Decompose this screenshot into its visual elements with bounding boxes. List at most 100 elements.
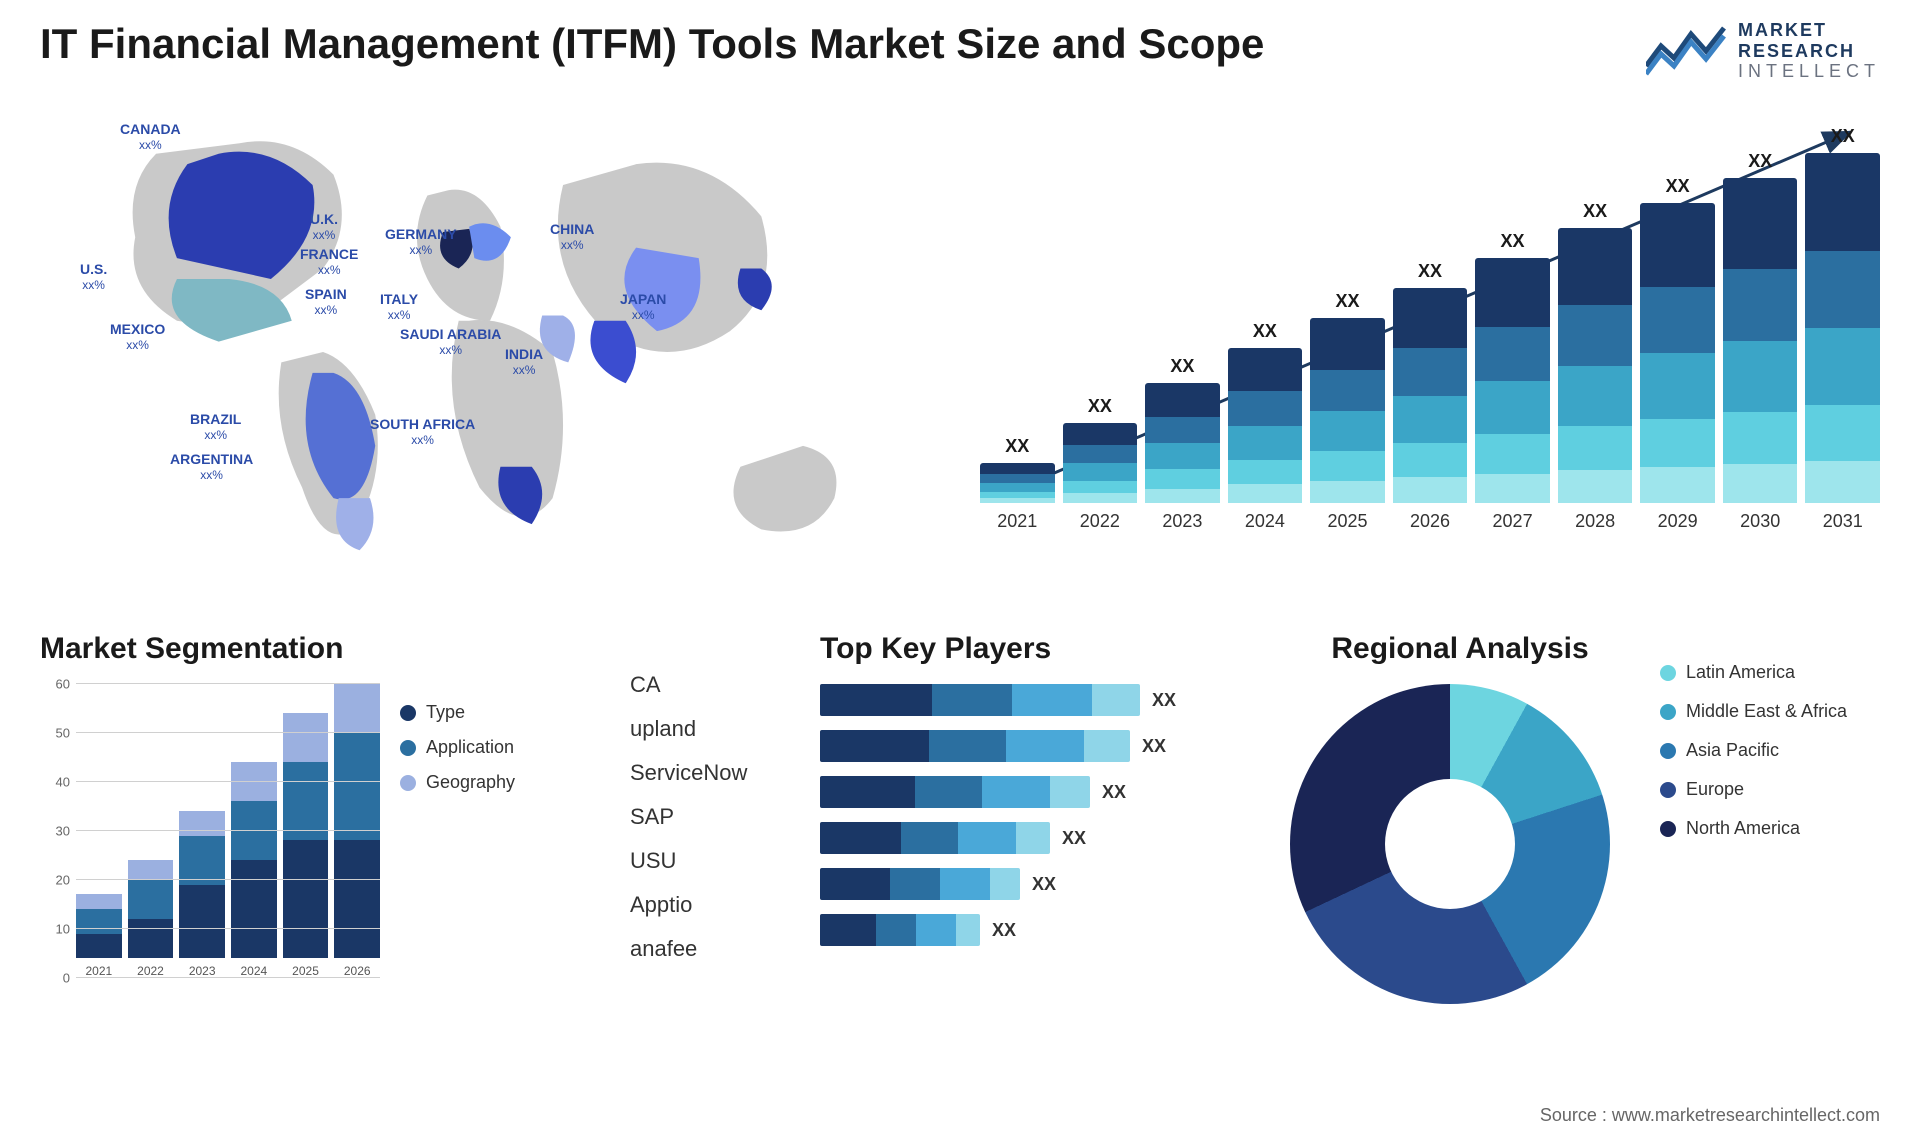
key-players-chart: XXXXXXXXXXXX [820, 684, 1260, 946]
map-label-u-k-: U.K.xx% [310, 212, 338, 243]
bar-segment [1805, 461, 1880, 503]
bar-segment [980, 463, 1055, 474]
key-player-name: Apptio [630, 892, 790, 918]
region-legend-label: Europe [1686, 779, 1744, 800]
bar-segment [1310, 318, 1385, 370]
bar-year-label: 2024 [1245, 511, 1285, 532]
bar-segment [980, 483, 1055, 492]
bar-year-label: 2023 [1162, 511, 1202, 532]
bar-segment [1558, 426, 1633, 470]
bar-segment [1475, 381, 1550, 435]
map-label-france: FRANCExx% [300, 247, 358, 278]
bar-stack [1475, 258, 1550, 503]
kp-value-label: XX [992, 920, 1016, 941]
bar-segment [1475, 434, 1550, 473]
kp-bar-row: XX [820, 684, 1260, 716]
page-header: IT Financial Management (ITFM) Tools Mar… [40, 20, 1880, 82]
kp-segment [820, 868, 890, 900]
key-player-name: USU [630, 848, 790, 874]
bar-stack [1063, 423, 1138, 503]
region-legend-item: Asia Pacific [1660, 740, 1847, 761]
seg-year-label: 2022 [137, 964, 164, 978]
key-players-title: Top Key Players [820, 632, 1260, 666]
gridline [76, 928, 380, 929]
bar-segment [1805, 328, 1880, 405]
regional-legend: Latin AmericaMiddle East & AfricaAsia Pa… [1660, 632, 1847, 1052]
bar-segment [1310, 481, 1385, 503]
kp-segment [1012, 684, 1092, 716]
kp-segment [820, 730, 929, 762]
bar-value-label: XX [1005, 436, 1029, 457]
kp-segment [956, 914, 980, 946]
kp-bar-row: XX [820, 914, 1260, 946]
kp-value-label: XX [1062, 828, 1086, 849]
bar-stack [1558, 228, 1633, 503]
kp-segment [1016, 822, 1051, 854]
bar-value-label: XX [1831, 126, 1855, 147]
key-player-name: upland [630, 716, 790, 742]
main-chart-bar: XX 2021 [980, 436, 1055, 532]
logo-line-3: INTELLECT [1738, 61, 1880, 82]
seg-stack [283, 713, 329, 958]
bar-stack [1723, 178, 1798, 503]
region-legend-item: Middle East & Africa [1660, 701, 1847, 722]
bar-segment [1805, 405, 1880, 461]
main-chart-bar: XX2022 [1063, 396, 1138, 532]
seg-bar: 2025 [283, 713, 329, 978]
region-legend-item: North America [1660, 818, 1847, 839]
bar-stack [1805, 153, 1880, 503]
logo-line-2: RESEARCH [1738, 41, 1880, 62]
bar-year-label: 2027 [1493, 511, 1533, 532]
bar-segment [1723, 464, 1798, 503]
bar-segment [1723, 178, 1798, 269]
legend-item: Type [400, 702, 515, 723]
kp-value-label: XX [1152, 690, 1176, 711]
gridline [76, 781, 380, 782]
seg-segment [334, 840, 380, 958]
kp-segment [876, 914, 916, 946]
seg-segment [334, 684, 380, 733]
world-map: CANADAxx%U.S.xx%MEXICOxx%BRAZILxx%ARGENT… [40, 112, 940, 592]
kp-bar-row: XX [820, 730, 1260, 762]
bar-segment [1063, 445, 1138, 463]
kp-segment [1092, 684, 1140, 716]
bar-segment [1145, 469, 1220, 488]
regional-title: Regional Analysis [1290, 632, 1630, 666]
seg-segment [128, 919, 174, 958]
logo-text: MARKET RESEARCH INTELLECT [1738, 20, 1880, 82]
kp-bar [820, 776, 1090, 808]
gridline [76, 830, 380, 831]
map-label-u-s-: U.S.xx% [80, 262, 107, 293]
kp-value-label: XX [1032, 874, 1056, 895]
seg-year-label: 2023 [189, 964, 216, 978]
bar-value-label: XX [1748, 151, 1772, 172]
bar-segment [1393, 396, 1468, 443]
legend-swatch-icon [400, 740, 416, 756]
bar-segment [1063, 481, 1138, 494]
kp-bar [820, 822, 1050, 854]
bar-year-label: 2021 [997, 511, 1037, 532]
bar-stack [1145, 383, 1220, 503]
bar-segment [980, 498, 1055, 503]
seg-segment [76, 894, 122, 909]
segmentation-title: Market Segmentation [40, 632, 380, 666]
legend-label: Geography [426, 772, 515, 793]
main-chart-bar: XX2030 [1723, 151, 1798, 532]
kp-segment [940, 868, 990, 900]
bar-segment [1723, 412, 1798, 464]
map-label-saudi-arabia: SAUDI ARABIAxx% [400, 327, 501, 358]
kp-bar [820, 914, 980, 946]
map-label-india: INDIAxx% [505, 347, 543, 378]
kp-bar [820, 868, 1020, 900]
bar-segment [1063, 493, 1138, 503]
bar-segment [1145, 383, 1220, 417]
y-tick: 60 [56, 677, 70, 692]
bar-stack [1640, 203, 1715, 503]
y-tick: 0 [63, 971, 70, 986]
regional-panel: Regional Analysis Latin AmericaMiddle Ea… [1290, 632, 1880, 1052]
main-chart-bar: XX2023 [1145, 356, 1220, 532]
seg-bar: 2023 [179, 811, 225, 978]
gridline [76, 683, 380, 684]
page-title: IT Financial Management (ITFM) Tools Mar… [40, 20, 1264, 68]
bar-segment [1640, 467, 1715, 503]
